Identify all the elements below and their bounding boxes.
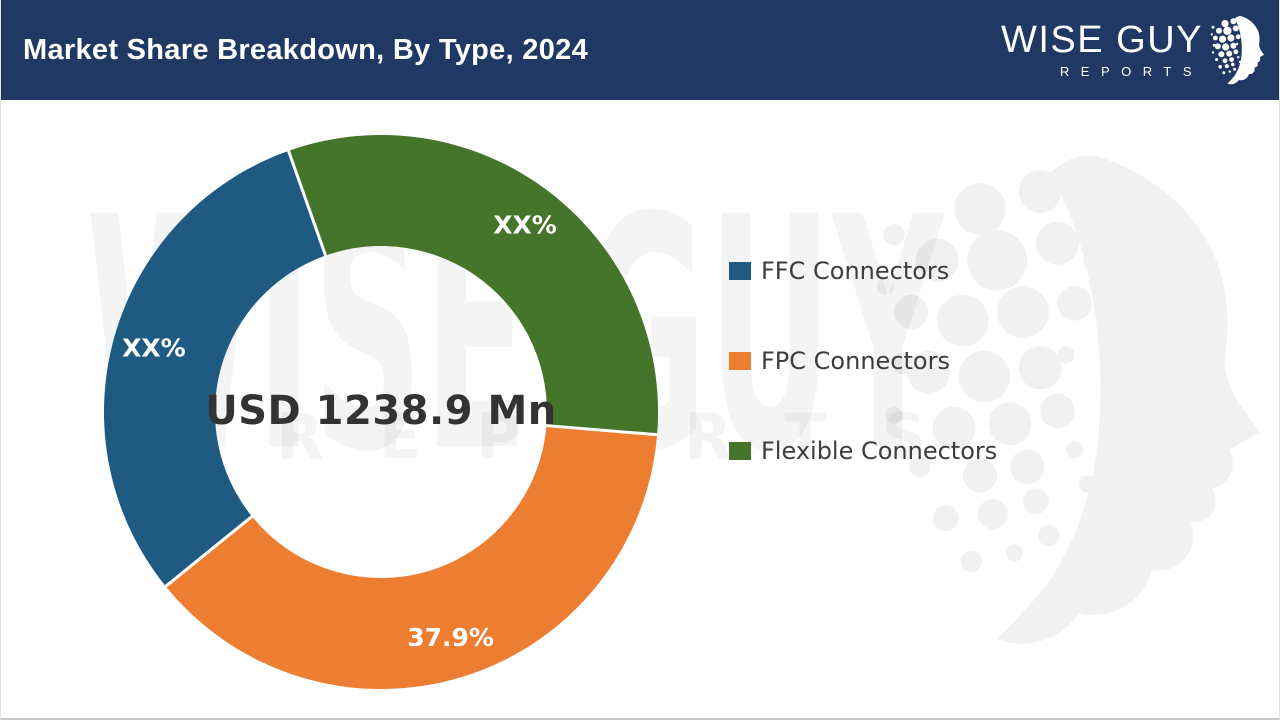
- wiseguy-logo-line2: REPORTS: [1059, 64, 1203, 79]
- legend-item-ffc-connectors: FFC Connectors: [729, 254, 997, 288]
- donut-chart: XX% 37.9% XX%: [103, 134, 659, 690]
- header-bar: Market Share Breakdown, By Type, 2024 WI…: [1, 0, 1279, 100]
- donut-segment-ffc-connectors: [103, 150, 326, 587]
- legend-label: Flexible Connectors: [761, 437, 998, 465]
- donut-segment-flexible-connectors: [288, 134, 659, 435]
- legend-swatch: [729, 262, 751, 280]
- wiseguy-logo: WISE GUY REPORTS: [1001, 0, 1267, 100]
- legend-item-fpc-connectors: FPC Connectors: [729, 344, 997, 378]
- donut-segment-fpc-connectors: [165, 425, 658, 690]
- legend-swatch: [729, 442, 751, 460]
- legend-label: FFC Connectors: [761, 257, 950, 285]
- legend: FFC Connectors FPC Connectors Flexible Con…: [729, 254, 997, 524]
- wiseguy-logo-text: WISE GUY REPORTS: [1001, 21, 1203, 79]
- legend-item-flexible-connectors: Flexible Connectors: [729, 434, 997, 468]
- segment-divider: [286, 149, 328, 258]
- legend-label: FPC Connectors: [761, 347, 950, 375]
- legend-swatch: [729, 352, 751, 370]
- wiseguy-logo-line1: WISE GUY: [1000, 19, 1203, 61]
- wiseguy-face-logo: [1210, 16, 1264, 85]
- donut-segment-label-flexible-connectors: XX%: [493, 211, 557, 240]
- chart-title: Market Share Breakdown, By Type, 2024: [23, 33, 589, 66]
- segment-divider: [544, 423, 659, 437]
- segment-divider: [164, 514, 255, 589]
- donut-segment-label-fpc-connectors: 37.9%: [407, 623, 494, 652]
- donut-segment-label-ffc-connectors: XX%: [122, 333, 186, 362]
- donut-center-value: USD 1238.9 Mn: [205, 388, 557, 434]
